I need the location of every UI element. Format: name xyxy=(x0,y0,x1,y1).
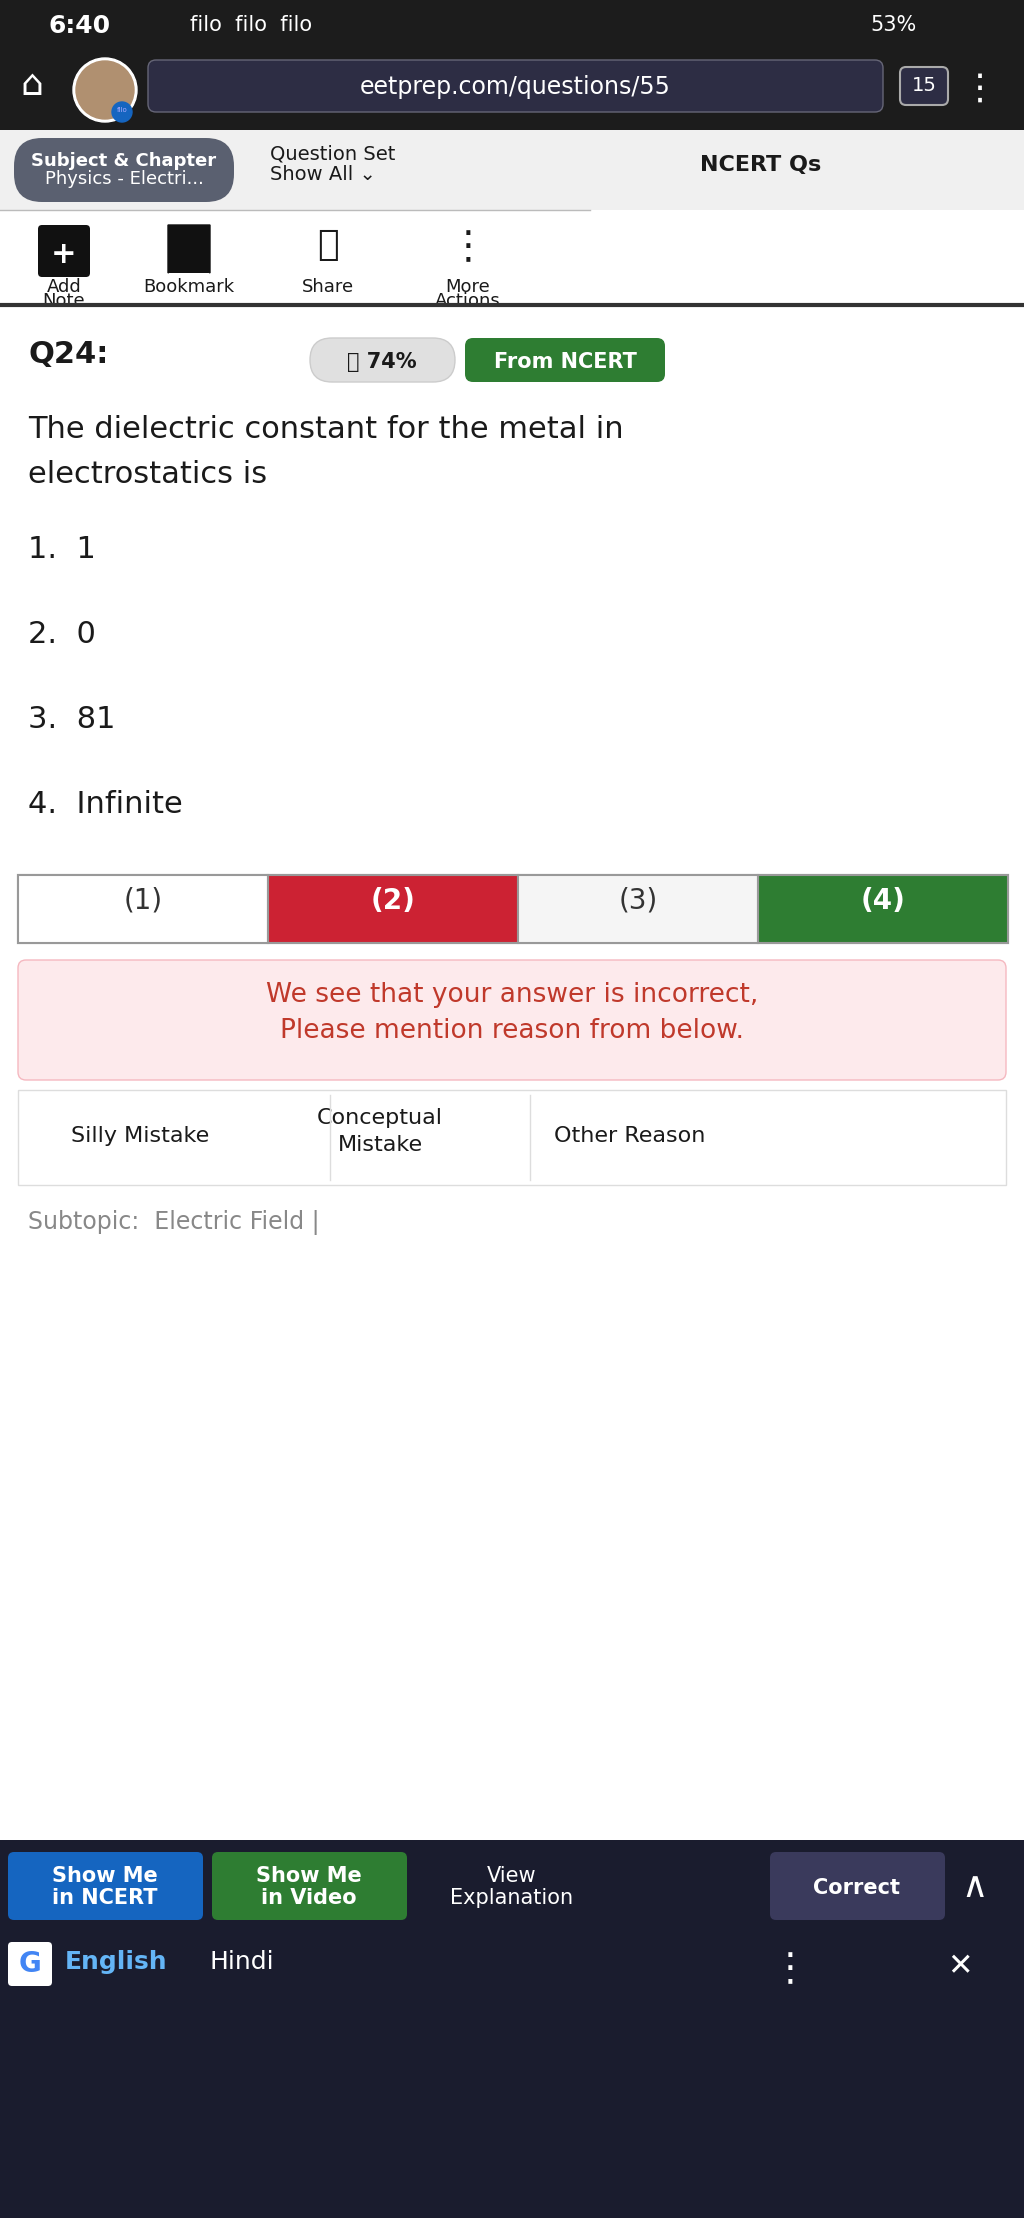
Bar xyxy=(0,131,1024,211)
FancyBboxPatch shape xyxy=(14,138,234,202)
Text: 👍 74%: 👍 74% xyxy=(347,353,417,373)
Circle shape xyxy=(112,102,132,122)
FancyBboxPatch shape xyxy=(148,60,883,111)
Text: (1): (1) xyxy=(124,887,163,916)
Text: (2): (2) xyxy=(371,887,416,916)
FancyBboxPatch shape xyxy=(18,960,1006,1080)
Text: in Video: in Video xyxy=(261,1888,356,1907)
Bar xyxy=(18,1089,1006,1184)
Text: ∧: ∧ xyxy=(962,1870,988,1903)
Text: Please mention reason from below.: Please mention reason from below. xyxy=(280,1018,744,1045)
Text: ⋮: ⋮ xyxy=(449,228,487,266)
Text: 3.  81: 3. 81 xyxy=(28,705,116,734)
Text: Physics - Electri...: Physics - Electri... xyxy=(45,171,204,189)
Text: Conceptual: Conceptual xyxy=(317,1109,443,1129)
Text: More: More xyxy=(445,277,490,295)
Text: +: + xyxy=(51,240,77,268)
Bar xyxy=(18,874,1008,943)
Text: Show Me: Show Me xyxy=(52,1865,158,1885)
Bar xyxy=(268,874,518,943)
Text: Explanation: Explanation xyxy=(451,1888,573,1907)
Bar xyxy=(0,1841,1024,1930)
FancyBboxPatch shape xyxy=(900,67,948,104)
FancyBboxPatch shape xyxy=(8,1852,203,1921)
Bar xyxy=(0,306,1024,1985)
Text: Subtopic:  Electric Field |: Subtopic: Electric Field | xyxy=(28,1211,319,1235)
FancyBboxPatch shape xyxy=(310,337,455,381)
Text: 6:40: 6:40 xyxy=(48,13,111,38)
Text: English: English xyxy=(65,1950,168,1974)
Text: Other Reason: Other Reason xyxy=(554,1127,706,1147)
FancyBboxPatch shape xyxy=(168,224,210,273)
Text: The dielectric constant for the metal in: The dielectric constant for the metal in xyxy=(28,415,624,444)
Text: NCERT Qs: NCERT Qs xyxy=(700,155,821,175)
FancyBboxPatch shape xyxy=(8,1943,52,1985)
Text: Bookmark: Bookmark xyxy=(143,277,234,295)
Text: Silly Mistake: Silly Mistake xyxy=(71,1127,209,1147)
Text: filo  filo  filo: filo filo filo xyxy=(190,16,312,35)
Text: 🔗: 🔗 xyxy=(317,228,339,262)
Text: 15: 15 xyxy=(911,75,936,95)
Text: ✕: ✕ xyxy=(947,1952,973,1981)
Text: View: View xyxy=(487,1865,537,1885)
Bar xyxy=(0,1930,1024,2007)
Bar xyxy=(18,874,268,943)
FancyBboxPatch shape xyxy=(38,224,90,277)
Bar xyxy=(0,211,1024,306)
Text: in NCERT: in NCERT xyxy=(52,1888,158,1907)
Text: 53%: 53% xyxy=(870,16,916,35)
Text: ⋮: ⋮ xyxy=(771,1950,809,1987)
Bar xyxy=(0,2007,1024,2218)
Text: Add: Add xyxy=(47,277,81,295)
Polygon shape xyxy=(168,224,210,273)
Text: ⌂: ⌂ xyxy=(20,69,43,102)
Text: (3): (3) xyxy=(618,887,657,916)
Text: filo: filo xyxy=(117,106,127,113)
Bar xyxy=(758,874,1008,943)
Text: Q24:: Q24: xyxy=(28,339,109,368)
Text: We see that your answer is incorrect,: We see that your answer is incorrect, xyxy=(266,983,758,1007)
Text: 1.  1: 1. 1 xyxy=(28,535,96,563)
FancyBboxPatch shape xyxy=(212,1852,407,1921)
Text: Note: Note xyxy=(43,293,85,311)
Text: Show All ⌄: Show All ⌄ xyxy=(270,164,376,184)
Circle shape xyxy=(73,58,137,122)
Bar xyxy=(0,0,1024,51)
Text: ⋮: ⋮ xyxy=(962,71,998,106)
Bar xyxy=(518,874,758,943)
Text: Question Set: Question Set xyxy=(270,144,395,164)
Text: Mistake: Mistake xyxy=(338,1136,423,1156)
FancyBboxPatch shape xyxy=(770,1852,945,1921)
Text: (4): (4) xyxy=(860,887,905,916)
Text: electrostatics is: electrostatics is xyxy=(28,459,267,488)
Text: Show Me: Show Me xyxy=(256,1865,361,1885)
Text: Subject & Chapter: Subject & Chapter xyxy=(32,153,216,171)
Bar xyxy=(0,51,1024,131)
Text: From NCERT: From NCERT xyxy=(494,353,637,373)
Circle shape xyxy=(76,62,134,120)
Text: 2.  0: 2. 0 xyxy=(28,621,96,650)
Text: eetprep.com/questions/55: eetprep.com/questions/55 xyxy=(359,75,671,100)
Text: G: G xyxy=(18,1950,41,1978)
Text: Share: Share xyxy=(302,277,354,295)
FancyBboxPatch shape xyxy=(465,337,665,381)
Text: 4.  Infinite: 4. Infinite xyxy=(28,790,182,818)
Text: Hindi: Hindi xyxy=(210,1950,274,1974)
Text: Actions: Actions xyxy=(435,293,501,311)
Text: Correct: Correct xyxy=(813,1879,900,1899)
